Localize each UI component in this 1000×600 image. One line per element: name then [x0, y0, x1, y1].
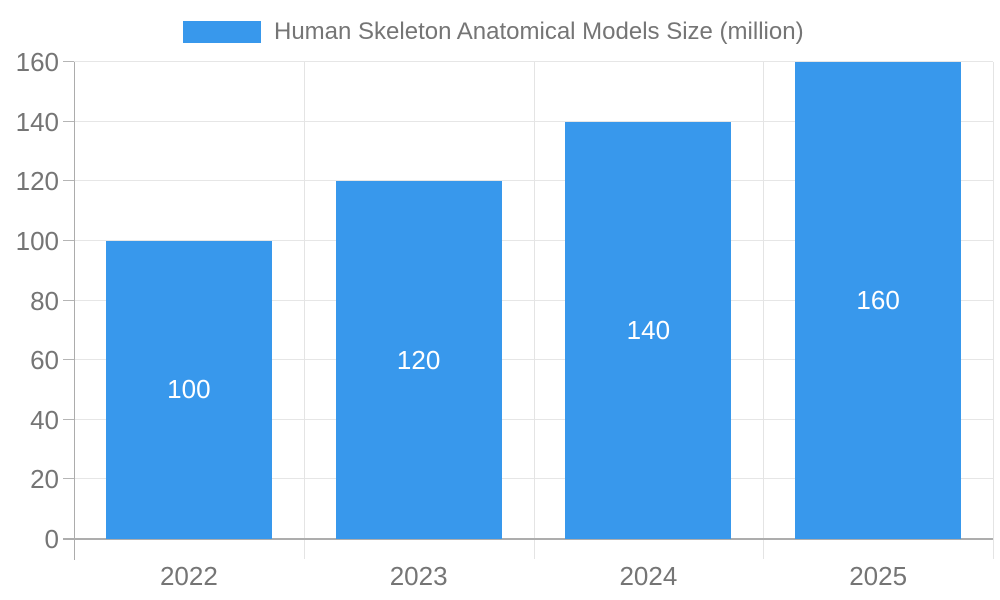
y-tick-label: 140 — [15, 106, 59, 137]
bar-value-label: 120 — [396, 344, 441, 375]
y-axis-tick — [63, 120, 74, 122]
y-axis-tick — [63, 239, 74, 241]
y-tick-label: 100 — [15, 225, 59, 256]
x-axis-line — [63, 538, 993, 540]
y-axis-tick — [63, 478, 74, 480]
y-axis-line — [74, 62, 75, 560]
y-axis-tick — [63, 418, 74, 420]
y-axis-tick — [63, 299, 74, 301]
y-tick-label: 60 — [30, 345, 59, 376]
x-tick-label: 2025 — [849, 561, 908, 591]
v-gridline — [993, 62, 994, 559]
h-gridline — [74, 61, 993, 62]
x-tick-label: 2023 — [389, 561, 448, 591]
y-axis-tick — [63, 61, 74, 62]
bar-2022[interactable]: 100 — [105, 240, 272, 539]
y-axis-tick — [63, 180, 74, 182]
plot-area: 100 120 140 160 0 20 40 60 80 100 120 140 160 2022 20… — [16, 47, 994, 591]
bar-value-label: 160 — [856, 285, 900, 315]
bar-2025[interactable]: 160 — [795, 62, 962, 539]
v-gridline — [763, 62, 765, 559]
y-tick-label: 0 — [44, 524, 59, 554]
bar-2024[interactable]: 140 — [565, 121, 732, 539]
chart-legend[interactable]: Human Skeleton Anatomical Models Size (m… — [183, 15, 804, 49]
legend-swatch[interactable] — [183, 21, 261, 43]
x-tick-label: 2022 — [159, 561, 218, 591]
bar-2023[interactable]: 120 — [335, 181, 502, 539]
v-gridline — [303, 62, 305, 559]
bar-value-label: 100 — [167, 374, 211, 405]
v-gridline — [533, 62, 535, 559]
y-tick-label: 80 — [30, 285, 59, 316]
y-tick-label: 120 — [15, 166, 59, 197]
y-tick-label: 20 — [30, 464, 59, 495]
x-tick-label: 2024 — [619, 561, 678, 591]
y-axis-tick — [63, 359, 74, 361]
chart-title: Human Skeleton Anatomical Models Size (m… — [274, 18, 804, 45]
y-tick-label: 40 — [30, 404, 59, 435]
y-tick-label: 160 — [15, 47, 59, 77]
bar-value-label: 140 — [626, 314, 671, 345]
